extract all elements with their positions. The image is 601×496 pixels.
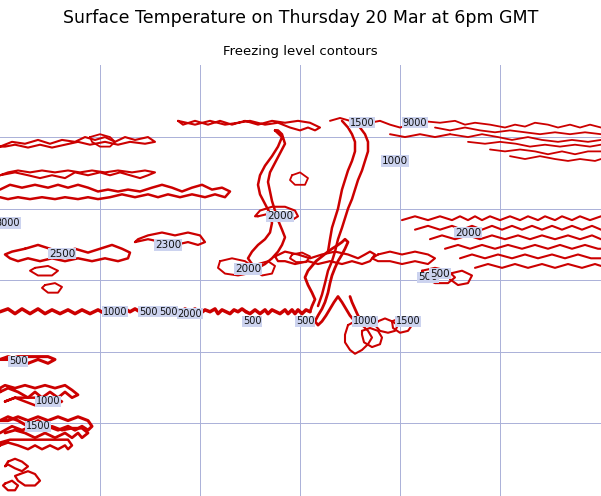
Text: 2500: 2500 bbox=[49, 248, 75, 258]
Text: 1000: 1000 bbox=[353, 316, 377, 326]
Text: 500: 500 bbox=[296, 316, 314, 326]
Text: 1500: 1500 bbox=[350, 118, 374, 128]
Text: 1000: 1000 bbox=[103, 307, 127, 317]
Text: 1500: 1500 bbox=[26, 421, 50, 432]
Text: 2000: 2000 bbox=[178, 309, 203, 318]
Text: 9000: 9000 bbox=[403, 118, 427, 128]
Text: 500: 500 bbox=[9, 357, 27, 367]
Text: 2000: 2000 bbox=[455, 228, 481, 238]
Text: 2300: 2300 bbox=[155, 240, 181, 250]
Text: 2000: 2000 bbox=[267, 211, 293, 221]
Text: 500: 500 bbox=[159, 307, 177, 317]
Text: 500: 500 bbox=[430, 268, 450, 279]
Text: 500: 500 bbox=[243, 316, 261, 326]
Text: 1000: 1000 bbox=[382, 156, 408, 166]
Text: Surface Temperature on Thursday 20 Mar at 6pm GMT: Surface Temperature on Thursday 20 Mar a… bbox=[63, 8, 538, 27]
Text: 1500: 1500 bbox=[395, 316, 420, 326]
Text: Freezing level contours: Freezing level contours bbox=[223, 45, 378, 58]
Text: 2000: 2000 bbox=[235, 264, 261, 274]
Text: 3000: 3000 bbox=[0, 218, 20, 228]
Text: 500: 500 bbox=[418, 272, 438, 282]
Text: 1000: 1000 bbox=[35, 396, 60, 407]
Text: 500: 500 bbox=[139, 307, 157, 317]
